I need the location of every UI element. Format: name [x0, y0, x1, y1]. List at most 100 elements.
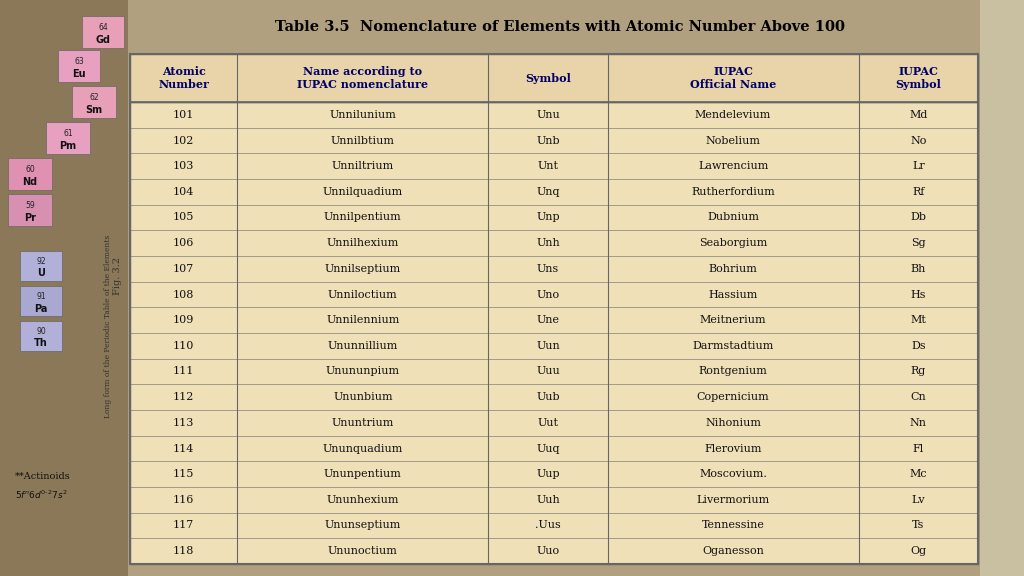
Text: Rontgenium: Rontgenium [698, 366, 768, 377]
Text: 107: 107 [173, 264, 195, 274]
Text: Nn: Nn [909, 418, 927, 428]
Text: Unnilseptium: Unnilseptium [325, 264, 401, 274]
Text: Ununseptium: Ununseptium [325, 521, 401, 530]
Text: Unnilpentium: Unnilpentium [324, 213, 401, 222]
Text: Unu: Unu [537, 110, 560, 120]
Text: Lr: Lr [912, 161, 925, 171]
Text: Mt: Mt [910, 315, 927, 325]
Text: Nobelium: Nobelium [706, 135, 761, 146]
Text: Uuo: Uuo [537, 546, 559, 556]
Text: Sg: Sg [911, 238, 926, 248]
Text: Lv: Lv [911, 495, 925, 505]
Text: Darmstadtium: Darmstadtium [692, 341, 774, 351]
Text: Og: Og [910, 546, 927, 556]
Bar [72, 86, 116, 118]
Text: 62: 62 [89, 93, 98, 102]
Bar [20, 321, 62, 351]
Text: Unniloctium: Unniloctium [328, 290, 397, 300]
Text: 101: 101 [173, 110, 195, 120]
Text: Uut: Uut [538, 418, 558, 428]
Text: Cn: Cn [910, 392, 926, 402]
Bar [980, 0, 1024, 576]
Bar [8, 194, 52, 226]
Bar [130, 54, 978, 564]
Text: Table 3.5  Nomenclature of Elements with Atomic Number Above 100: Table 3.5 Nomenclature of Elements with … [275, 20, 845, 34]
Text: Ununpentium: Ununpentium [324, 469, 401, 479]
Text: 90: 90 [36, 327, 46, 336]
Text: 115: 115 [173, 469, 195, 479]
Text: Livermorium: Livermorium [696, 495, 770, 505]
Text: Nihonium: Nihonium [706, 418, 761, 428]
Text: Unnilunium: Unnilunium [330, 110, 396, 120]
Text: Copernicium: Copernicium [696, 392, 769, 402]
Text: Symbol: Symbol [525, 73, 571, 84]
Text: Uns: Uns [537, 264, 559, 274]
Text: Bohrium: Bohrium [709, 264, 758, 274]
Text: 113: 113 [173, 418, 195, 428]
Text: .Uus: .Uus [536, 521, 561, 530]
Text: 116: 116 [173, 495, 195, 505]
Text: 91: 91 [36, 292, 46, 301]
Text: 106: 106 [173, 238, 195, 248]
Bar [46, 122, 90, 154]
Text: Gd: Gd [95, 35, 111, 45]
Text: Ds: Ds [911, 341, 926, 351]
Text: 114: 114 [173, 444, 195, 453]
Text: Fl: Fl [912, 444, 924, 453]
Text: Sm: Sm [85, 105, 102, 115]
Text: Unp: Unp [537, 213, 560, 222]
Text: Db: Db [910, 213, 927, 222]
Text: 59: 59 [26, 200, 35, 210]
Text: Nd: Nd [23, 177, 38, 187]
Text: Unnilennium: Unnilennium [327, 315, 399, 325]
Text: 64: 64 [98, 22, 108, 32]
Text: Hs: Hs [910, 290, 926, 300]
Text: Rf: Rf [912, 187, 925, 197]
Bar [0, 0, 128, 576]
Text: Tennessine: Tennessine [701, 521, 765, 530]
Text: 112: 112 [173, 392, 195, 402]
Text: Ununtrium: Ununtrium [332, 418, 394, 428]
Text: Unnilhexium: Unnilhexium [327, 238, 399, 248]
Text: Pm: Pm [59, 141, 77, 151]
Text: Rutherfordium: Rutherfordium [691, 187, 775, 197]
Text: Pa: Pa [35, 304, 48, 313]
Text: 63: 63 [74, 56, 84, 66]
Text: Name according to
IUPAC nomenclature: Name according to IUPAC nomenclature [297, 66, 428, 90]
Text: IUPAC
Official Name: IUPAC Official Name [690, 66, 776, 90]
Text: Bh: Bh [910, 264, 926, 274]
Text: Rg: Rg [910, 366, 926, 377]
Text: Uno: Uno [537, 290, 559, 300]
Text: Uuq: Uuq [537, 444, 560, 453]
Text: Unt: Unt [538, 161, 558, 171]
Text: 103: 103 [173, 161, 195, 171]
Text: Fig. 3.2: Fig. 3.2 [114, 257, 123, 295]
Text: Uun: Uun [537, 341, 560, 351]
Text: 104: 104 [173, 187, 195, 197]
Text: Long form of the Periodic Table of the Elements: Long form of the Periodic Table of the E… [104, 234, 112, 418]
Text: 109: 109 [173, 315, 195, 325]
Text: Uub: Uub [537, 392, 560, 402]
Text: Ununoctium: Ununoctium [328, 546, 398, 556]
Text: Unnilquadium: Unnilquadium [323, 187, 403, 197]
Text: Mendelevium: Mendelevium [695, 110, 771, 120]
Text: Eu: Eu [72, 69, 86, 79]
Text: Unb: Unb [537, 135, 560, 146]
Text: IUPAC
Symbol: IUPAC Symbol [895, 66, 941, 90]
Text: Mc: Mc [909, 469, 927, 479]
Text: Unq: Unq [537, 187, 560, 197]
Text: Hassium: Hassium [709, 290, 758, 300]
Text: 110: 110 [173, 341, 195, 351]
Bar [82, 16, 124, 48]
Text: 60: 60 [26, 165, 35, 174]
Text: Th: Th [34, 339, 48, 348]
Text: 111: 111 [173, 366, 195, 377]
Text: Ununnillium: Ununnillium [328, 341, 398, 351]
Text: Ts: Ts [912, 521, 925, 530]
Text: Moscovium.: Moscovium. [699, 469, 767, 479]
Text: Lawrencium: Lawrencium [698, 161, 768, 171]
Text: 117: 117 [173, 521, 195, 530]
Bar [58, 50, 100, 82]
Text: Oganesson: Oganesson [702, 546, 764, 556]
Text: 61: 61 [63, 128, 73, 138]
